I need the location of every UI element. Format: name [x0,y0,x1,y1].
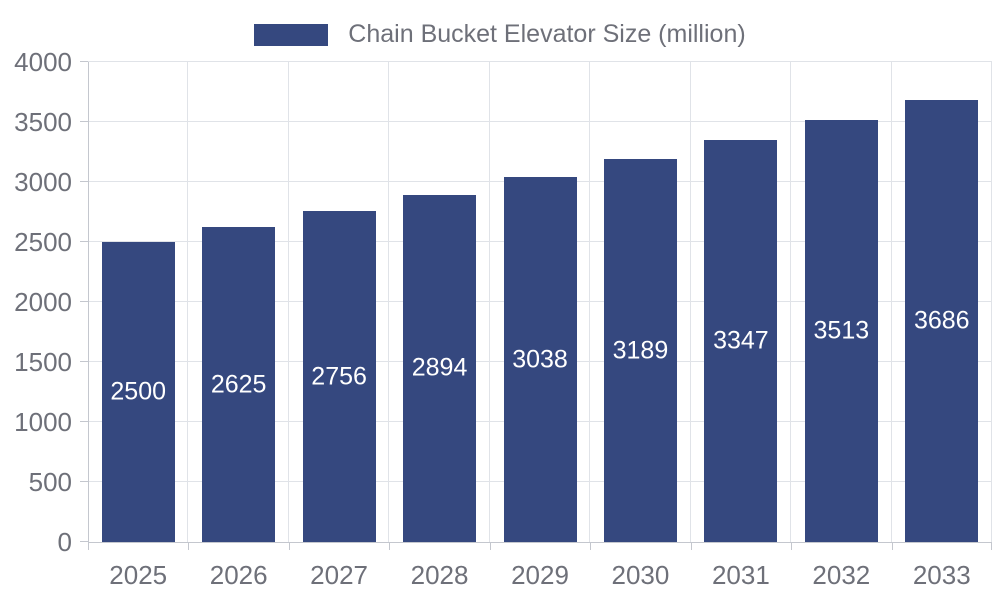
x-axis-label: 2033 [912,560,971,590]
gridline-vertical [187,62,189,542]
x-axis-label: 2029 [511,560,569,590]
bar-value-label: 3189 [612,336,669,365]
y-axis-label: 3000 [14,167,72,197]
legend-label: Chain Bucket Elevator Size (million) [348,20,746,48]
y-axis-tick [80,181,88,182]
x-axis-tick [791,542,793,550]
x-axis-tick [188,542,190,550]
x-axis-tick [288,542,290,550]
x-axis-tick [891,542,893,550]
y-axis-label: 2000 [14,287,72,317]
x-axis-line [88,542,992,543]
bar: 3347 [704,140,778,542]
gridline-vertical [589,62,591,542]
legend-item[interactable]: Chain Bucket Elevator Size (million) [0,20,1000,49]
x-axis-tick [389,542,391,550]
bar-value-label: 2756 [311,362,367,391]
bar: 2625 [202,227,276,542]
gridline-vertical [488,62,490,542]
y-axis-label: 4000 [14,47,72,77]
y-axis-tick [80,301,88,302]
bar-value-label: 2894 [411,353,468,382]
bar: 3686 [905,99,979,542]
bar: 2500 [101,242,175,542]
y-axis-tick [80,241,88,242]
x-axis-tick [991,542,992,550]
y-axis-tick [80,481,88,482]
x-axis-tick [88,542,89,550]
bar: 2894 [403,194,477,542]
bar-value-label: 2500 [110,377,167,406]
x-axis-label: 2027 [310,560,369,590]
gridline-horizontal [88,121,992,122]
gridline-horizontal [88,61,992,62]
bar: 2756 [302,211,376,542]
bar-value-label: 3347 [713,326,769,355]
legend-swatch-icon [254,23,329,46]
y-axis-label: 500 [28,467,72,497]
bar: 3189 [603,159,677,542]
y-axis-tick [80,421,88,422]
bar-value-label: 2625 [210,370,267,398]
x-axis-label: 2026 [209,560,268,590]
bar: 3513 [804,120,878,542]
x-axis-label: 2031 [711,560,770,590]
gridline-vertical [890,62,892,542]
x-axis-tick [590,542,592,550]
bar-value-label: 3513 [813,316,870,345]
gridline-vertical [790,62,792,542]
gridline-vertical [689,62,691,542]
x-axis-label: 2028 [410,560,469,590]
y-axis-label: 3500 [14,107,72,137]
gridline-vertical [287,62,289,542]
y-axis-label: 1000 [14,407,72,437]
x-axis-label: 2030 [611,560,670,590]
x-axis-tick [690,542,692,550]
bar: 3038 [503,177,577,542]
y-axis-label: 1500 [14,347,72,377]
y-axis-tick [80,361,88,362]
y-axis-tick [80,121,88,122]
y-axis-line [88,62,89,542]
bar-value-label: 3038 [512,345,568,374]
x-axis-tick [489,542,491,550]
y-axis-label: 0 [57,527,72,557]
bar-value-label: 3686 [913,306,970,335]
gridline-vertical [991,62,992,542]
gridline-vertical [388,62,390,542]
y-axis-label: 2500 [14,227,72,257]
y-axis-tick [80,61,88,62]
x-axis-label: 2032 [812,560,871,590]
y-axis-tick [80,541,88,542]
x-axis-label: 2025 [109,560,168,590]
